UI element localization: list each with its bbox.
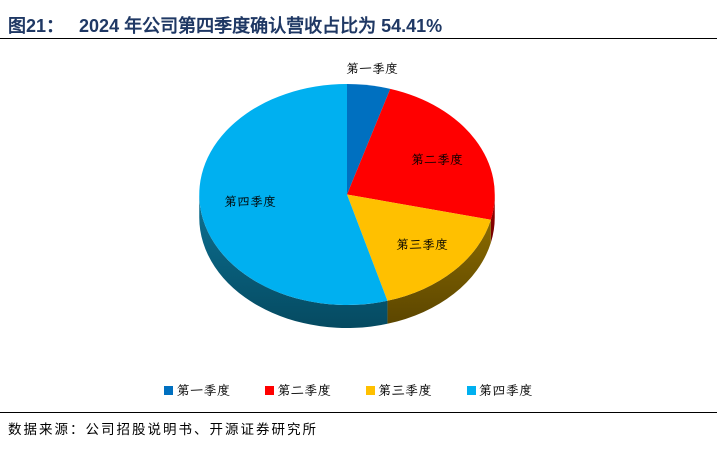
svg-text:第四季度: 第四季度	[224, 193, 276, 210]
svg-text:第一季度: 第一季度	[346, 60, 398, 77]
svg-text:第三季度: 第三季度	[396, 236, 448, 253]
svg-text:第二季度: 第二季度	[411, 151, 463, 168]
